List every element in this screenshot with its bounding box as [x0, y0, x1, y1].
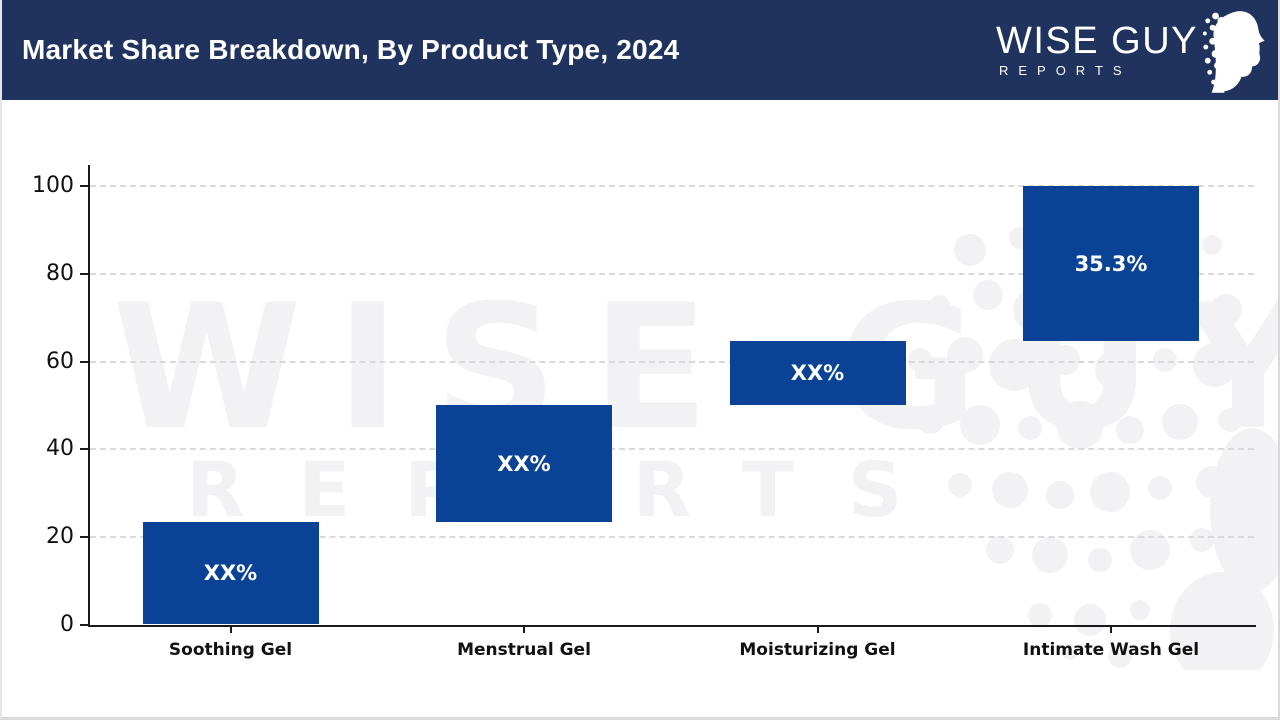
gridline — [90, 535, 1254, 538]
gridline — [90, 272, 1254, 275]
x-axis-label: Soothing Gel — [168, 640, 293, 660]
x-tick — [1110, 626, 1112, 633]
bar — [1023, 186, 1199, 341]
bar-value-label: XX% — [203, 561, 258, 586]
x-axis-label: Intimate Wash Gel — [1022, 640, 1200, 660]
y-tick — [80, 535, 88, 538]
bar-value-label: XX% — [497, 451, 551, 476]
y-tick — [80, 448, 88, 451]
bar-value-label: XX% — [790, 361, 845, 386]
x-axis-label: Menstrual Gel — [457, 640, 591, 660]
header-bar: Market Share Breakdown, By Product Type,… — [0, 0, 1280, 100]
bar — [142, 521, 319, 625]
x-tick — [229, 626, 232, 633]
x-tick — [523, 626, 525, 633]
y-tick — [80, 360, 88, 363]
gridline — [90, 448, 1254, 451]
y-tick-label: 0 — [60, 611, 74, 637]
wise-guy-logo: WISE GUY REPORTS — [996, 6, 1268, 94]
y-tick — [80, 185, 88, 188]
logo-subtext: REPORTS — [998, 63, 1132, 79]
y-tick-label: 60 — [46, 348, 74, 374]
y-tick-label: 40 — [46, 436, 74, 462]
chart-title: Market Share Breakdown, By Product Type,… — [22, 34, 680, 65]
logo-text: WISE GUY REPORTS — [995, 19, 1198, 79]
gridline — [90, 360, 1254, 363]
logo-face-icon — [1202, 11, 1265, 93]
y-axis — [88, 165, 90, 627]
logo-wordmark: WISE GUY — [995, 19, 1198, 62]
bar — [729, 340, 906, 406]
x-axis-label: Moisturizing Gel — [739, 640, 896, 660]
y-tick-label: 80 — [46, 260, 74, 286]
bar — [436, 405, 612, 522]
y-tick-label: 100 — [32, 173, 74, 199]
x-tick — [816, 626, 819, 633]
y-tick — [80, 272, 88, 275]
bar-value-label: 35.3% — [1074, 251, 1148, 276]
y-tick-label: 20 — [46, 523, 74, 549]
gridline — [90, 185, 1254, 188]
x-axis — [88, 625, 1256, 627]
y-tick — [80, 623, 88, 626]
